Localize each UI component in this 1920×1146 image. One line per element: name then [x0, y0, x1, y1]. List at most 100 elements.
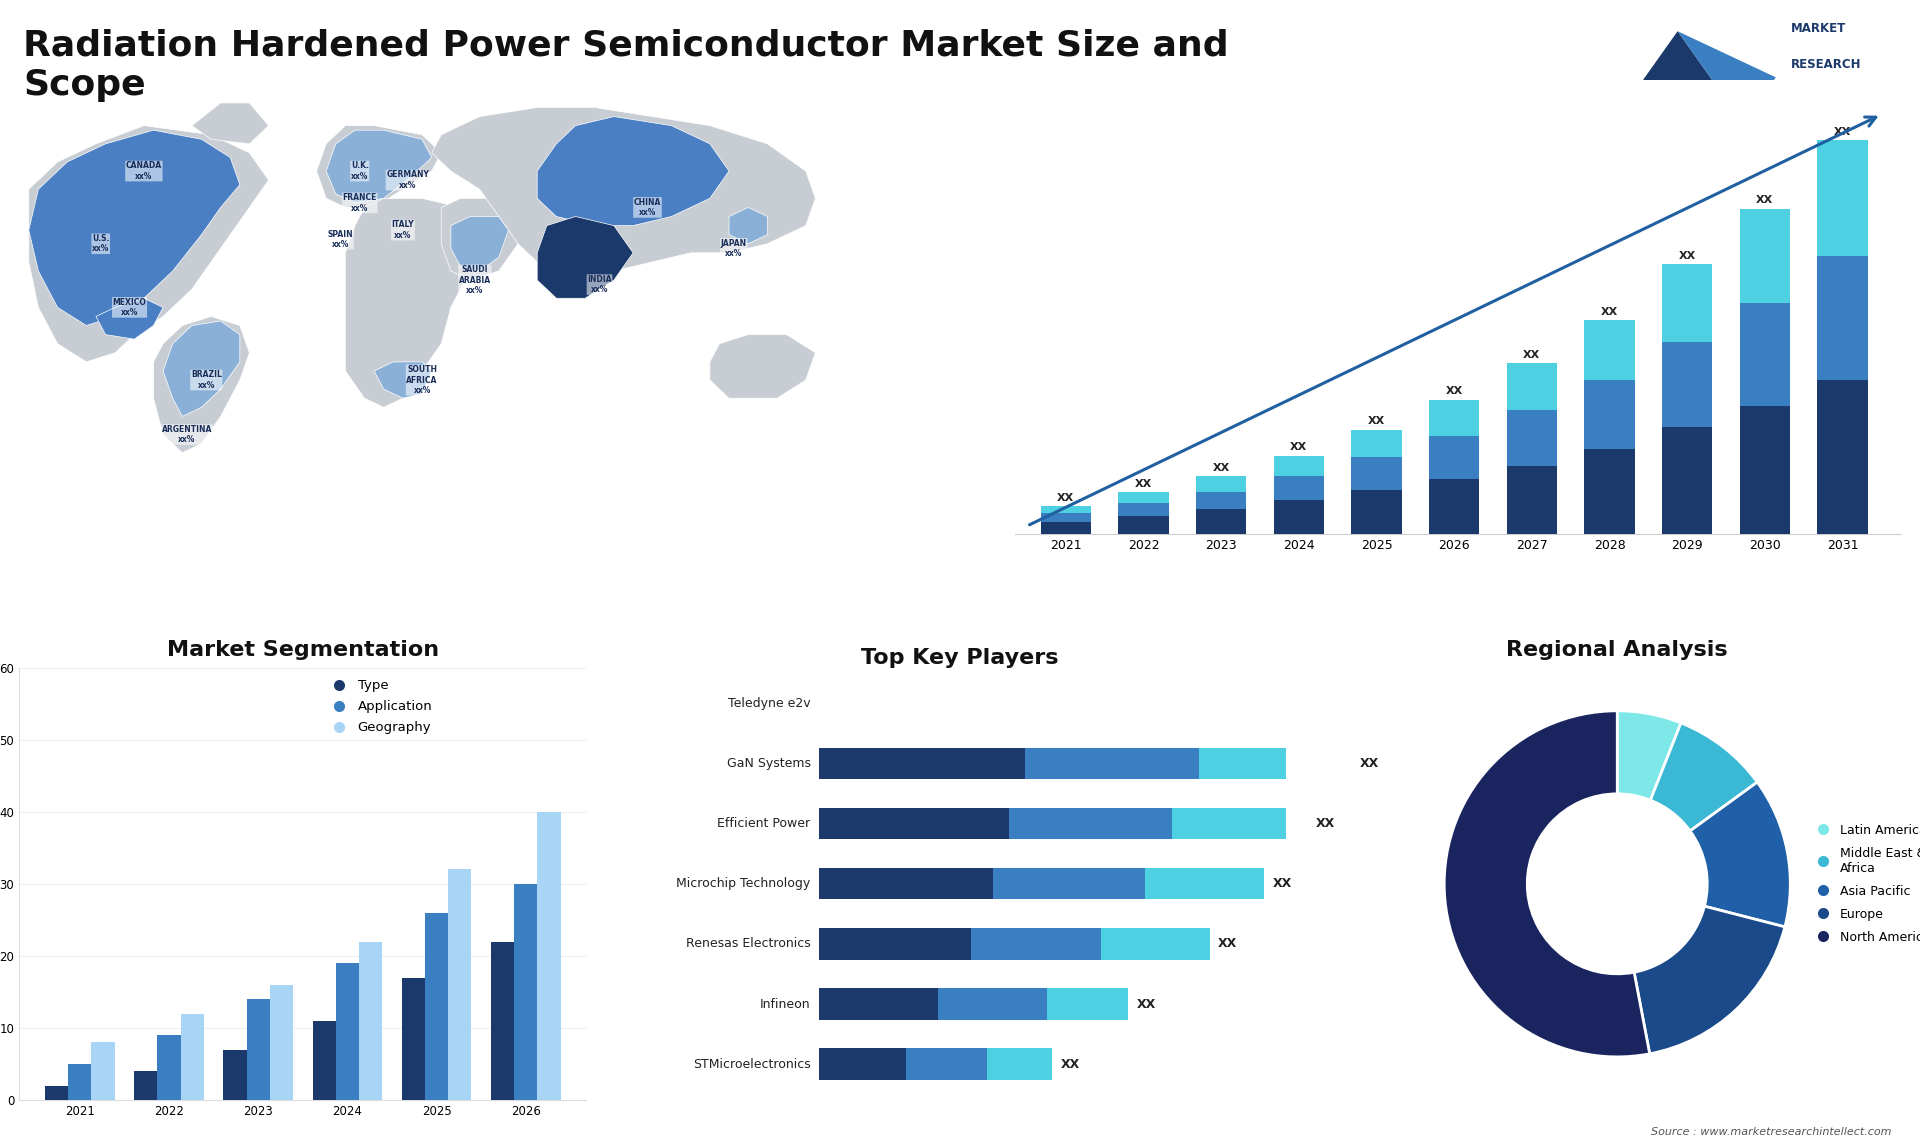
- Text: XX: XX: [1060, 1058, 1079, 1070]
- Bar: [180, 1013, 204, 1100]
- Polygon shape: [538, 217, 634, 298]
- Bar: [1818, 140, 1868, 256]
- Text: XX: XX: [1273, 878, 1292, 890]
- Text: U.S.
xx%: U.S. xx%: [92, 234, 109, 253]
- Bar: [1663, 265, 1713, 342]
- Bar: [1507, 410, 1557, 466]
- Polygon shape: [154, 316, 250, 453]
- Polygon shape: [317, 126, 442, 207]
- Title: Market Segmentation: Market Segmentation: [167, 641, 440, 660]
- Bar: [1428, 400, 1480, 435]
- Text: XX: XX: [1315, 817, 1334, 830]
- Polygon shape: [451, 217, 509, 270]
- Bar: [515, 884, 538, 1100]
- Bar: [538, 811, 561, 1100]
- Polygon shape: [432, 108, 816, 270]
- Text: ITALY
xx%: ITALY xx%: [392, 220, 415, 240]
- Polygon shape: [730, 207, 768, 244]
- Bar: [359, 942, 382, 1100]
- Bar: [1740, 406, 1789, 534]
- Wedge shape: [1617, 711, 1682, 800]
- Text: XX: XX: [1757, 195, 1774, 205]
- Bar: [1507, 363, 1557, 410]
- Text: SOUTH
AFRICA
xx%: SOUTH AFRICA xx%: [407, 366, 438, 395]
- Bar: [157, 1035, 180, 1100]
- Legend: Type, Application, Geography: Type, Application, Geography: [321, 674, 438, 739]
- Text: BRAZIL
xx%: BRAZIL xx%: [190, 370, 221, 390]
- Text: XX: XX: [1834, 127, 1851, 136]
- Text: CHINA
xx%: CHINA xx%: [634, 198, 660, 217]
- Title: Regional Analysis: Regional Analysis: [1507, 641, 1728, 660]
- Wedge shape: [1690, 782, 1789, 927]
- Bar: [69, 1065, 92, 1100]
- Bar: [1273, 456, 1325, 477]
- Text: MEXICO
xx%: MEXICO xx%: [113, 298, 146, 317]
- Bar: [1584, 320, 1634, 380]
- Polygon shape: [192, 103, 269, 143]
- Polygon shape: [29, 131, 240, 325]
- Bar: [134, 1072, 157, 1100]
- Text: INDIA
xx%: INDIA xx%: [588, 275, 612, 295]
- Polygon shape: [1613, 31, 1743, 124]
- Bar: [1273, 500, 1325, 534]
- Bar: [972, 928, 1102, 959]
- Polygon shape: [29, 126, 269, 362]
- Text: XX: XX: [1678, 251, 1695, 261]
- Text: U.K.
xx%: U.K. xx%: [351, 162, 369, 181]
- Bar: [1117, 516, 1169, 534]
- Text: XX: XX: [1135, 479, 1152, 489]
- Text: SPAIN
xx%: SPAIN xx%: [328, 229, 353, 249]
- Text: JAPAN
xx%: JAPAN xx%: [720, 238, 747, 258]
- Bar: [993, 869, 1144, 900]
- Bar: [818, 869, 993, 900]
- Bar: [1428, 479, 1480, 534]
- Bar: [1144, 869, 1265, 900]
- Text: ARGENTINA
xx%: ARGENTINA xx%: [161, 425, 213, 445]
- Bar: [1171, 808, 1308, 839]
- Bar: [1041, 513, 1091, 521]
- Bar: [818, 748, 1025, 779]
- Text: XX: XX: [1523, 350, 1540, 360]
- Bar: [1046, 988, 1129, 1020]
- Text: CANADA
xx%: CANADA xx%: [127, 162, 161, 181]
- Text: Microchip Technology: Microchip Technology: [676, 878, 810, 890]
- Bar: [1740, 209, 1789, 303]
- Bar: [1117, 493, 1169, 503]
- Legend: Latin America, Middle East &
Africa, Asia Pacific, Europe, North America: Latin America, Middle East & Africa, Asi…: [1805, 819, 1920, 949]
- Polygon shape: [346, 198, 480, 407]
- Text: SAUDI
ARABIA
xx%: SAUDI ARABIA xx%: [459, 265, 492, 295]
- Text: INTELLECT: INTELLECT: [1791, 93, 1860, 107]
- Title: Top Key Players: Top Key Players: [862, 647, 1058, 667]
- Bar: [1196, 492, 1246, 509]
- Text: Renesas Electronics: Renesas Electronics: [685, 937, 810, 950]
- Bar: [401, 978, 424, 1100]
- Text: XX: XX: [1137, 997, 1156, 1011]
- Bar: [1584, 449, 1634, 534]
- Bar: [92, 1043, 115, 1100]
- Bar: [44, 1085, 69, 1100]
- Bar: [1663, 427, 1713, 534]
- Bar: [818, 808, 1008, 839]
- Text: XX: XX: [1601, 307, 1619, 316]
- Wedge shape: [1651, 723, 1757, 831]
- Bar: [1025, 748, 1200, 779]
- Text: STMicroelectronics: STMicroelectronics: [693, 1058, 810, 1070]
- Bar: [1428, 435, 1480, 479]
- Bar: [818, 988, 939, 1020]
- Bar: [1041, 507, 1091, 513]
- Text: Infineon: Infineon: [760, 997, 810, 1011]
- Text: Radiation Hardened Power Semiconductor Market Size and
Scope: Radiation Hardened Power Semiconductor M…: [23, 29, 1229, 102]
- Text: Efficient Power: Efficient Power: [718, 817, 810, 830]
- Text: XX: XX: [1213, 463, 1231, 473]
- Bar: [447, 870, 470, 1100]
- Bar: [1196, 509, 1246, 534]
- Bar: [246, 999, 269, 1100]
- Bar: [1196, 477, 1246, 492]
- Text: RESEARCH: RESEARCH: [1791, 57, 1860, 71]
- Bar: [1273, 477, 1325, 500]
- Polygon shape: [96, 298, 163, 339]
- Bar: [1008, 808, 1171, 839]
- Bar: [492, 942, 515, 1100]
- Bar: [336, 963, 359, 1100]
- Bar: [1352, 490, 1402, 534]
